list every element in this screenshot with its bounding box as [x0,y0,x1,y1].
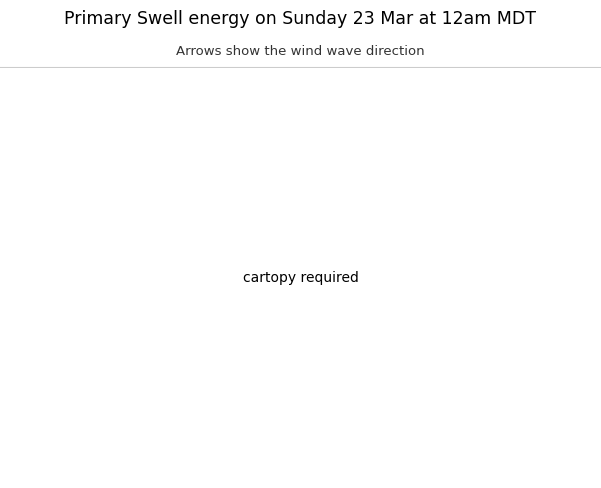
Text: cartopy required: cartopy required [243,271,358,285]
Text: Primary Swell energy on Sunday 23 Mar at 12am MDT: Primary Swell energy on Sunday 23 Mar at… [64,10,537,28]
Text: Arrows show the wind wave direction: Arrows show the wind wave direction [176,45,425,58]
